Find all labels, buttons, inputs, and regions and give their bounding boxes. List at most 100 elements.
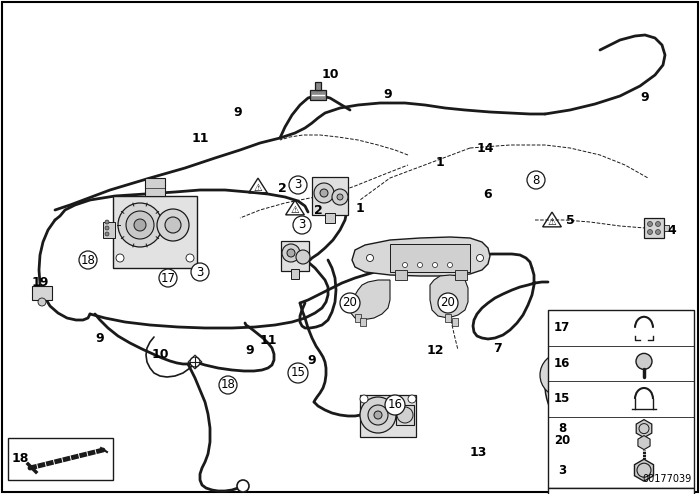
Bar bbox=[445, 314, 451, 322]
Circle shape bbox=[340, 293, 360, 313]
Circle shape bbox=[289, 176, 307, 194]
Polygon shape bbox=[352, 237, 490, 276]
Bar bbox=[310, 90, 326, 100]
Circle shape bbox=[190, 357, 200, 367]
Circle shape bbox=[374, 411, 382, 419]
Text: 10: 10 bbox=[151, 348, 169, 362]
Text: 9: 9 bbox=[640, 91, 650, 105]
Text: 2: 2 bbox=[278, 181, 286, 195]
Circle shape bbox=[477, 254, 484, 261]
Text: 20: 20 bbox=[440, 296, 456, 310]
Text: 3: 3 bbox=[298, 218, 306, 232]
Text: 18: 18 bbox=[80, 253, 95, 266]
Bar bbox=[548, 310, 694, 488]
Circle shape bbox=[191, 263, 209, 281]
Circle shape bbox=[447, 253, 454, 260]
Text: 9: 9 bbox=[308, 354, 316, 367]
Bar bbox=[281, 241, 309, 271]
Circle shape bbox=[556, 369, 568, 381]
Bar bbox=[145, 178, 165, 196]
Circle shape bbox=[126, 211, 154, 239]
Bar bbox=[664, 225, 669, 231]
Circle shape bbox=[157, 209, 189, 241]
Polygon shape bbox=[636, 419, 652, 438]
Text: 4: 4 bbox=[668, 223, 676, 237]
Circle shape bbox=[134, 219, 146, 231]
Circle shape bbox=[219, 376, 237, 394]
Circle shape bbox=[79, 251, 97, 269]
Circle shape bbox=[116, 254, 124, 262]
Bar bbox=[312, 177, 348, 215]
Circle shape bbox=[165, 217, 181, 233]
Circle shape bbox=[296, 250, 310, 264]
Text: 11: 11 bbox=[191, 131, 209, 145]
Text: ⚠: ⚠ bbox=[547, 217, 556, 227]
Text: 11: 11 bbox=[259, 333, 276, 346]
Circle shape bbox=[288, 363, 308, 383]
Circle shape bbox=[360, 397, 396, 433]
Circle shape bbox=[527, 171, 545, 189]
Circle shape bbox=[545, 330, 655, 440]
Circle shape bbox=[558, 343, 642, 427]
Circle shape bbox=[433, 262, 438, 267]
Circle shape bbox=[655, 230, 661, 235]
Text: 12: 12 bbox=[426, 343, 444, 357]
Circle shape bbox=[118, 203, 162, 247]
Polygon shape bbox=[638, 436, 650, 450]
Bar bbox=[395, 270, 407, 280]
Circle shape bbox=[417, 262, 423, 267]
Text: 9: 9 bbox=[384, 88, 392, 101]
Circle shape bbox=[237, 480, 249, 492]
Text: 3: 3 bbox=[294, 178, 302, 192]
Text: 16: 16 bbox=[554, 357, 570, 370]
Circle shape bbox=[438, 293, 458, 313]
Bar bbox=[325, 213, 335, 223]
Bar bbox=[315, 82, 321, 90]
Circle shape bbox=[332, 189, 348, 205]
Circle shape bbox=[360, 395, 368, 403]
Circle shape bbox=[648, 230, 652, 235]
Circle shape bbox=[287, 249, 295, 257]
Text: 1: 1 bbox=[356, 202, 365, 214]
Bar bbox=[396, 405, 414, 425]
Circle shape bbox=[337, 194, 343, 200]
Bar bbox=[103, 222, 115, 238]
Text: 3: 3 bbox=[196, 265, 204, 279]
Text: 2: 2 bbox=[314, 204, 323, 216]
Bar bbox=[644, 218, 664, 238]
Text: 8: 8 bbox=[532, 173, 540, 187]
Text: 00177039: 00177039 bbox=[643, 474, 692, 484]
Text: 20: 20 bbox=[342, 296, 358, 310]
Circle shape bbox=[447, 262, 452, 267]
Polygon shape bbox=[430, 275, 468, 318]
Text: 18: 18 bbox=[11, 453, 29, 465]
Text: 14: 14 bbox=[476, 141, 494, 155]
Circle shape bbox=[314, 183, 334, 203]
Text: 1: 1 bbox=[435, 156, 444, 168]
Circle shape bbox=[105, 226, 109, 230]
Circle shape bbox=[105, 220, 109, 224]
Bar bbox=[642, 373, 664, 397]
Bar bbox=[452, 318, 458, 326]
Circle shape bbox=[105, 232, 109, 236]
Text: 16: 16 bbox=[388, 399, 402, 412]
Text: 15: 15 bbox=[554, 393, 570, 406]
Bar bbox=[390, 244, 470, 272]
Bar bbox=[360, 318, 366, 326]
Circle shape bbox=[593, 378, 607, 392]
Text: ⚠: ⚠ bbox=[290, 205, 300, 215]
Bar bbox=[32, 286, 52, 300]
Circle shape bbox=[368, 405, 388, 425]
Circle shape bbox=[408, 395, 416, 403]
Text: 9: 9 bbox=[96, 331, 104, 344]
Text: 19: 19 bbox=[32, 276, 49, 288]
Text: ⚠: ⚠ bbox=[253, 183, 262, 193]
Bar bbox=[360, 395, 416, 437]
Circle shape bbox=[282, 244, 300, 262]
Circle shape bbox=[367, 254, 374, 261]
Text: 3: 3 bbox=[558, 464, 566, 477]
Text: 15: 15 bbox=[290, 367, 305, 379]
Text: 13: 13 bbox=[469, 447, 486, 459]
Circle shape bbox=[584, 369, 616, 401]
Circle shape bbox=[38, 298, 46, 306]
